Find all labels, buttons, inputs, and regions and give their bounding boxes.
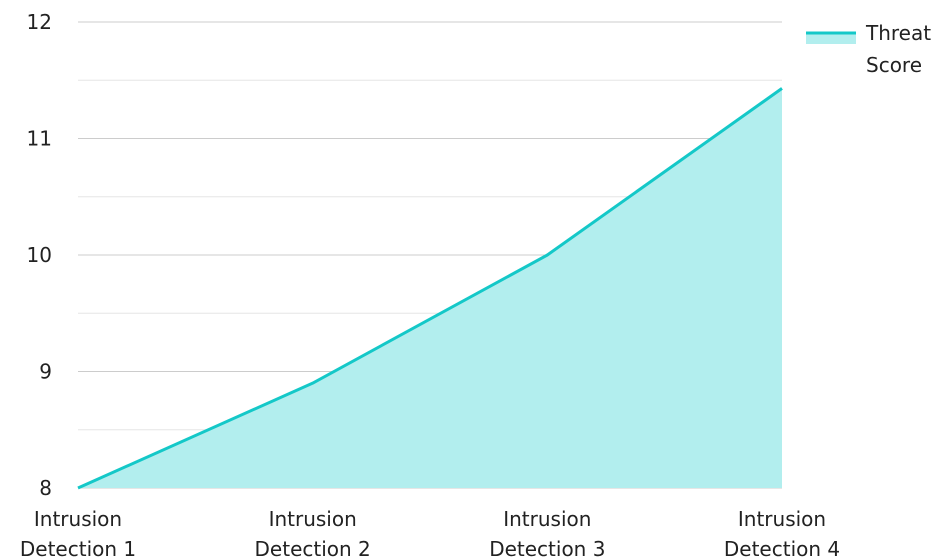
- x-tick-label: Intrusion Detection 4: [724, 507, 840, 560]
- y-tick-label: 8: [39, 476, 52, 500]
- x-tick-label: Intrusion Detection 3: [489, 507, 605, 560]
- series-area-threat-score: [78, 88, 782, 488]
- legend-swatch-threat-score: [806, 32, 856, 44]
- x-tick-label: Intrusion Detection 2: [255, 507, 371, 560]
- y-tick-label: 12: [27, 10, 52, 34]
- x-axis-tick-labels: Intrusion Detection 1 Intrusion Detection 2…: [20, 507, 840, 560]
- y-tick-label: 9: [39, 360, 52, 384]
- legend-label-threat-score: Threat Score: [865, 21, 937, 77]
- series-line-threat-score: [77, 87, 783, 490]
- y-tick-label: 10: [27, 243, 52, 267]
- x-tick-label: Intrusion Detection 1: [20, 507, 136, 560]
- y-tick-label: 11: [27, 127, 52, 151]
- legend[interactable]: Threat Score: [806, 21, 937, 77]
- y-axis-tick-labels: 8 9 10 11 12: [27, 10, 52, 500]
